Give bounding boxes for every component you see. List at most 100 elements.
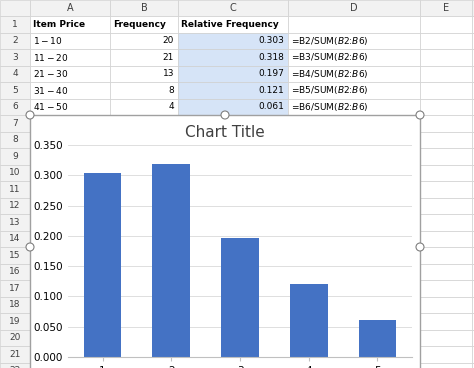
Text: 20: 20 — [9, 333, 21, 342]
Bar — [30, 66, 110, 82]
Bar — [30, 115, 420, 368]
Bar — [288, 32, 420, 49]
Bar — [30, 16, 110, 32]
Bar — [110, 82, 178, 99]
Bar — [0, 49, 30, 66]
Text: 13: 13 — [9, 218, 21, 227]
Text: 22: 22 — [9, 366, 21, 368]
Bar — [472, 329, 474, 346]
Bar — [30, 214, 110, 230]
Bar — [178, 329, 288, 346]
Bar — [472, 32, 474, 49]
Bar — [221, 238, 259, 357]
Text: =B6/SUM($B$2:$B$6): =B6/SUM($B$2:$B$6) — [291, 101, 369, 113]
Bar — [178, 16, 288, 32]
Bar — [30, 297, 110, 313]
Bar — [110, 66, 178, 82]
Bar — [0, 198, 30, 214]
Bar — [0, 181, 30, 198]
Bar — [178, 247, 288, 263]
Text: =B2/SUM($B$2:$B$6): =B2/SUM($B$2:$B$6) — [291, 35, 369, 47]
Bar — [420, 247, 472, 263]
Text: E: E — [443, 3, 449, 13]
Text: 8: 8 — [12, 135, 18, 144]
Bar — [420, 346, 472, 362]
Text: 5: 5 — [12, 86, 18, 95]
Bar — [420, 66, 472, 82]
Bar — [288, 131, 420, 148]
Bar — [0, 115, 30, 131]
Bar — [178, 181, 288, 198]
Bar — [472, 346, 474, 362]
Bar — [110, 0, 178, 16]
Text: 4: 4 — [168, 102, 174, 111]
Bar — [178, 280, 288, 297]
Text: 14: 14 — [9, 234, 21, 243]
Text: $41 - $50: $41 - $50 — [33, 101, 68, 112]
Text: 11: 11 — [9, 185, 21, 194]
Bar — [420, 362, 472, 368]
Bar — [290, 284, 328, 357]
Bar — [420, 99, 472, 115]
Text: Chart Title: Chart Title — [185, 125, 265, 140]
Bar — [472, 214, 474, 230]
Bar — [472, 280, 474, 297]
Bar — [30, 230, 110, 247]
Text: 21: 21 — [9, 350, 21, 359]
Bar — [0, 362, 30, 368]
Bar — [30, 82, 110, 99]
Text: $11 - $20: $11 - $20 — [33, 52, 68, 63]
Bar — [110, 214, 178, 230]
Bar — [420, 263, 472, 280]
Bar — [420, 0, 472, 16]
Bar — [472, 297, 474, 313]
Circle shape — [26, 243, 34, 251]
Bar — [0, 230, 30, 247]
Bar — [472, 16, 474, 32]
Bar — [110, 49, 178, 66]
Bar — [0, 263, 30, 280]
Bar — [472, 313, 474, 329]
Bar — [288, 329, 420, 346]
Text: 12: 12 — [9, 201, 21, 210]
Bar — [30, 164, 110, 181]
Text: 15: 15 — [9, 251, 21, 260]
Bar — [30, 181, 110, 198]
Bar — [472, 0, 474, 16]
Bar — [420, 49, 472, 66]
Text: 4: 4 — [12, 69, 18, 78]
Text: 16: 16 — [9, 267, 21, 276]
Bar — [0, 280, 30, 297]
Bar — [110, 230, 178, 247]
Bar — [420, 164, 472, 181]
Bar — [0, 313, 30, 329]
Bar — [30, 263, 110, 280]
Bar — [178, 198, 288, 214]
Bar — [288, 362, 420, 368]
Bar — [472, 247, 474, 263]
Bar — [420, 230, 472, 247]
Bar — [288, 115, 420, 131]
Bar — [0, 164, 30, 181]
Text: $21 - $30: $21 - $30 — [33, 68, 68, 79]
Bar — [30, 115, 110, 131]
Text: =B3/SUM($B$2:$B$6): =B3/SUM($B$2:$B$6) — [291, 51, 369, 63]
Text: 1: 1 — [12, 20, 18, 29]
Bar — [472, 66, 474, 82]
Bar — [288, 0, 420, 16]
Bar — [110, 346, 178, 362]
Text: 2: 2 — [12, 36, 18, 45]
Circle shape — [416, 243, 424, 251]
Bar — [472, 362, 474, 368]
Bar — [30, 32, 110, 49]
Bar — [288, 164, 420, 181]
Bar — [110, 115, 178, 131]
Bar — [178, 164, 288, 181]
Bar — [472, 164, 474, 181]
Bar — [178, 148, 288, 164]
Bar — [0, 32, 30, 49]
Bar — [288, 313, 420, 329]
Bar — [288, 82, 420, 99]
Bar — [30, 0, 110, 16]
Bar — [288, 148, 420, 164]
